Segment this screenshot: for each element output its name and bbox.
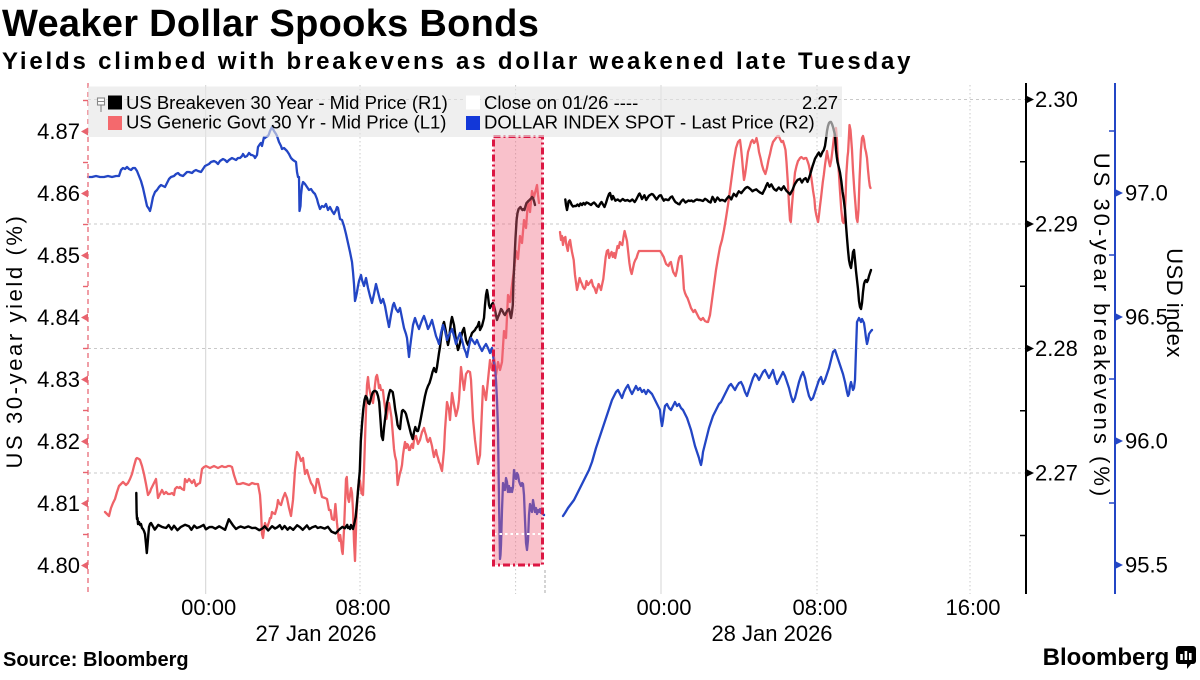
svg-text:4.85: 4.85 bbox=[37, 243, 80, 268]
svg-text:Close on 01/26 ----: Close on 01/26 ---- bbox=[484, 92, 638, 113]
svg-text:4.83: 4.83 bbox=[37, 367, 80, 392]
svg-text:US Breakeven 30 Year - Mid Pri: US Breakeven 30 Year - Mid Price (R1) bbox=[126, 92, 448, 113]
svg-text:4.81: 4.81 bbox=[37, 491, 80, 516]
svg-text:US 30-year yield (%): US 30-year yield (%) bbox=[2, 214, 27, 469]
svg-text:4.86: 4.86 bbox=[37, 181, 80, 206]
svg-text:USD index: USD index bbox=[1162, 248, 1187, 358]
svg-text:2.29: 2.29 bbox=[1035, 212, 1078, 237]
svg-text:4.82: 4.82 bbox=[37, 429, 80, 454]
svg-text:08:00: 08:00 bbox=[792, 595, 847, 620]
svg-text:28 Jan 2026: 28 Jan 2026 bbox=[711, 621, 832, 646]
svg-text:95.5: 95.5 bbox=[1125, 553, 1168, 578]
svg-text:4.87: 4.87 bbox=[37, 119, 80, 144]
svg-text:00:00: 00:00 bbox=[181, 595, 236, 620]
svg-text:16:00: 16:00 bbox=[945, 595, 1000, 620]
svg-text:97.0: 97.0 bbox=[1125, 181, 1168, 206]
svg-text:2.28: 2.28 bbox=[1035, 336, 1078, 361]
svg-text:08:00: 08:00 bbox=[335, 595, 390, 620]
svg-text:2.27: 2.27 bbox=[1035, 461, 1078, 486]
svg-text:96.0: 96.0 bbox=[1125, 429, 1168, 454]
svg-text:27 Jan 2026: 27 Jan 2026 bbox=[255, 621, 376, 646]
svg-text:00:00: 00:00 bbox=[636, 595, 691, 620]
svg-text:DOLLAR INDEX SPOT - Last Price: DOLLAR INDEX SPOT - Last Price (R2) bbox=[484, 112, 815, 133]
svg-text:US Generic Govt 30 Yr - Mid Pr: US Generic Govt 30 Yr - Mid Price (L1) bbox=[126, 112, 446, 133]
svg-text:96.5: 96.5 bbox=[1125, 305, 1168, 330]
svg-text:2.27: 2.27 bbox=[802, 92, 838, 113]
svg-text:4.80: 4.80 bbox=[37, 553, 80, 578]
svg-text:4.84: 4.84 bbox=[37, 305, 80, 330]
svg-text:US 30-year breakevens (%): US 30-year breakevens (%) bbox=[1089, 153, 1114, 499]
svg-text:2.30: 2.30 bbox=[1035, 87, 1078, 112]
